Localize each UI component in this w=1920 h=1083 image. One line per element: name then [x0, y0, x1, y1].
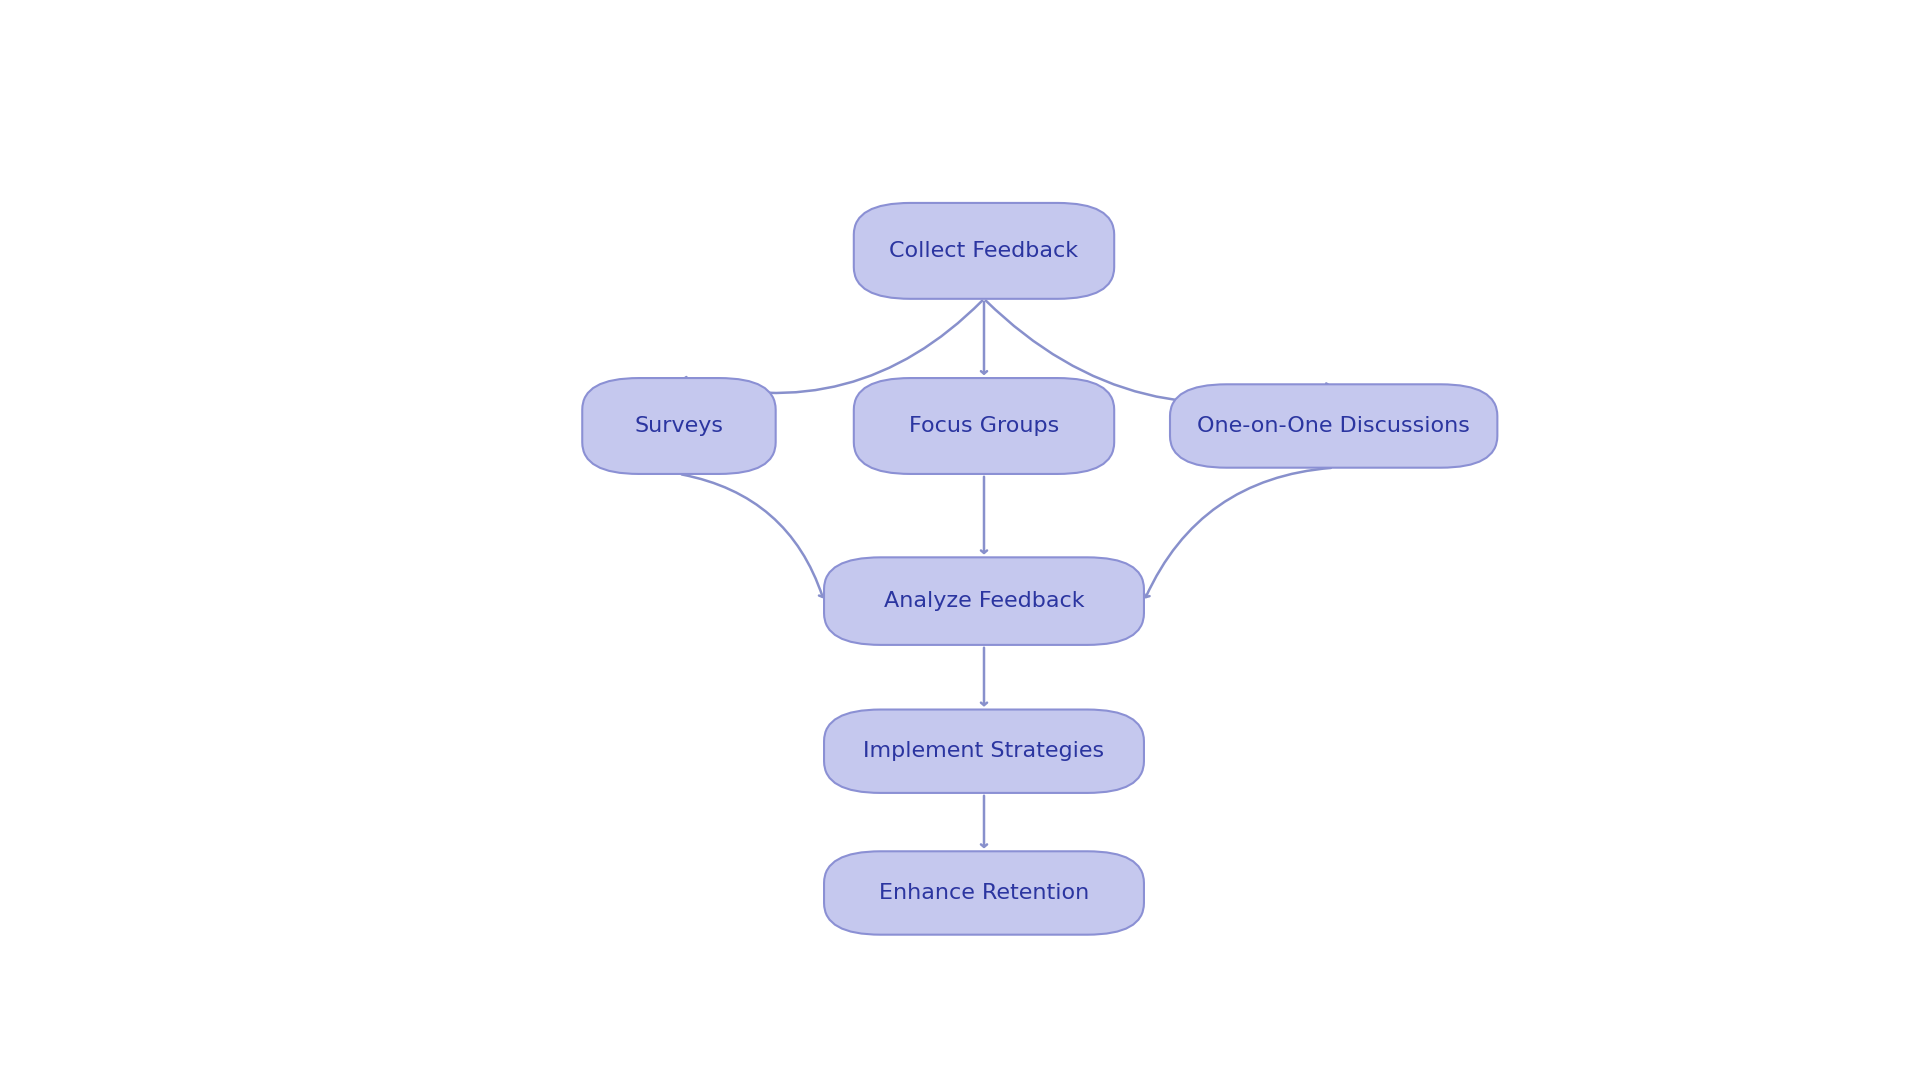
Text: Enhance Retention: Enhance Retention — [879, 883, 1089, 903]
FancyBboxPatch shape — [824, 709, 1144, 793]
Text: Collect Feedback: Collect Feedback — [889, 240, 1079, 261]
FancyBboxPatch shape — [824, 558, 1144, 644]
Text: Analyze Feedback: Analyze Feedback — [883, 591, 1085, 611]
FancyBboxPatch shape — [854, 378, 1114, 474]
Text: Implement Strategies: Implement Strategies — [864, 741, 1104, 761]
FancyBboxPatch shape — [582, 378, 776, 474]
Text: Surveys: Surveys — [634, 416, 724, 436]
FancyBboxPatch shape — [824, 851, 1144, 935]
FancyBboxPatch shape — [1169, 384, 1498, 468]
Text: Focus Groups: Focus Groups — [908, 416, 1060, 436]
FancyBboxPatch shape — [854, 203, 1114, 299]
Text: One-on-One Discussions: One-on-One Discussions — [1198, 416, 1471, 436]
